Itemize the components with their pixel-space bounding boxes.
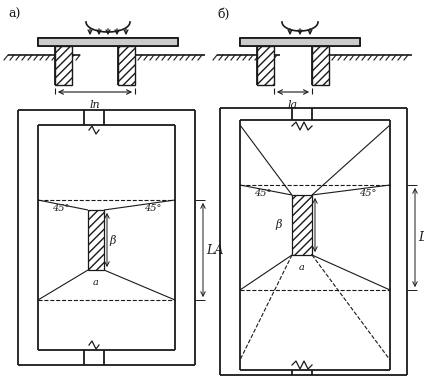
Bar bbox=[118, 46, 135, 85]
Text: б): б) bbox=[217, 8, 229, 21]
Text: β: β bbox=[276, 219, 282, 230]
Text: lа: lа bbox=[288, 100, 298, 110]
Text: β: β bbox=[109, 235, 115, 246]
Text: а): а) bbox=[8, 8, 20, 21]
Text: LА: LА bbox=[206, 243, 224, 257]
Bar bbox=[312, 46, 329, 85]
Bar bbox=[38, 38, 178, 46]
Bar bbox=[257, 46, 274, 85]
Text: LА: LА bbox=[418, 231, 424, 244]
Bar bbox=[88, 210, 104, 270]
Bar bbox=[240, 38, 360, 46]
Bar bbox=[292, 195, 312, 255]
Bar bbox=[55, 46, 72, 85]
Text: а: а bbox=[93, 278, 99, 287]
Text: 45°: 45° bbox=[359, 189, 376, 198]
Text: lп: lп bbox=[90, 100, 100, 110]
Text: а: а bbox=[299, 263, 305, 272]
Text: 45°: 45° bbox=[52, 204, 70, 213]
Text: 45°: 45° bbox=[144, 204, 161, 213]
Text: 45°: 45° bbox=[254, 189, 271, 198]
